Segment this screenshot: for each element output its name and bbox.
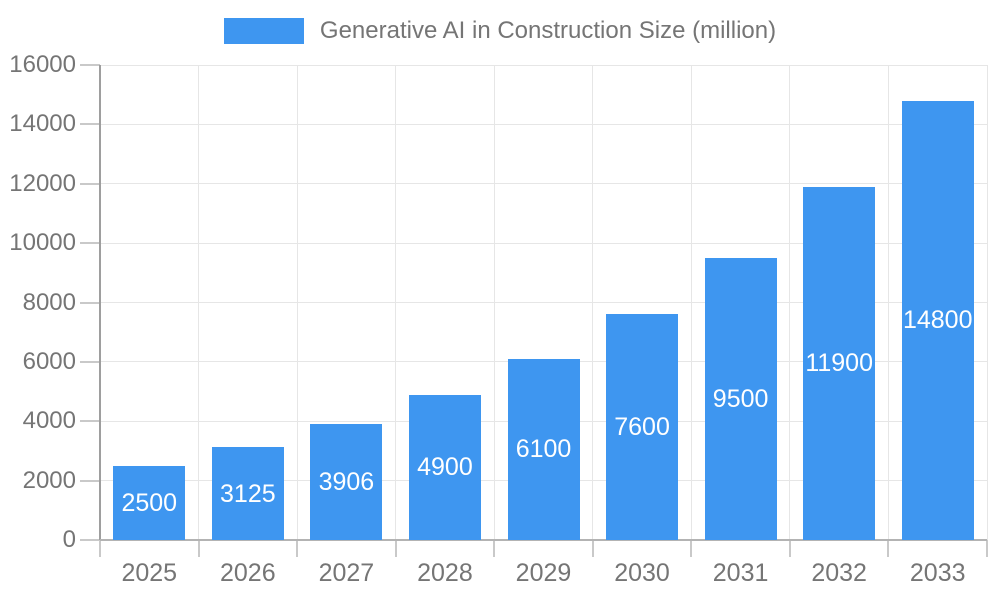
x-axis-label: 2026 xyxy=(220,559,276,587)
y-axis-label: 16000 xyxy=(9,51,76,78)
x-gridline xyxy=(789,65,791,540)
x-gridline xyxy=(198,65,200,540)
bar-2025[interactable] xyxy=(113,465,186,540)
y-axis-label: 8000 xyxy=(22,288,76,316)
legend: Generative AI in Construction Size (mill… xyxy=(0,16,1000,46)
y-axis-tick xyxy=(80,64,100,66)
x-axis-tick xyxy=(986,540,988,557)
bar-value-label: 3906 xyxy=(318,468,375,497)
x-axis-tick xyxy=(394,540,397,557)
bar-2027[interactable] xyxy=(310,424,383,540)
y-axis-tick xyxy=(80,420,100,423)
y-axis-label: 0 xyxy=(62,526,76,553)
x-axis-tick xyxy=(591,540,594,557)
x-axis-tick xyxy=(690,540,693,557)
y-axis-tick xyxy=(80,123,100,126)
x-axis-label: 2033 xyxy=(909,559,966,587)
bar-2032[interactable] xyxy=(803,186,876,540)
x-gridline xyxy=(493,65,495,540)
y-axis-label: 6000 xyxy=(22,347,76,375)
y-gridline xyxy=(100,183,987,185)
y-axis-tick xyxy=(80,242,100,245)
bar-2029[interactable] xyxy=(507,358,580,540)
x-axis-tick xyxy=(887,540,890,557)
y-axis-label: 4000 xyxy=(22,407,76,435)
y-axis-label: 14000 xyxy=(9,110,76,138)
x-gridline xyxy=(592,65,594,540)
x-axis-tick xyxy=(197,540,200,557)
x-gridline xyxy=(986,65,988,540)
bar-value-label: 14800 xyxy=(902,306,973,335)
bar-2033[interactable] xyxy=(901,100,974,540)
y-axis-tick xyxy=(80,479,100,482)
x-axis-tick xyxy=(788,540,791,557)
x-axis-tick xyxy=(296,540,299,557)
y-gridline xyxy=(100,242,987,244)
bar-value-label: 7600 xyxy=(614,413,670,442)
x-axis-label: 2028 xyxy=(417,559,473,587)
bar-value-label: 3125 xyxy=(220,479,276,508)
bar-2030[interactable] xyxy=(606,314,679,540)
y-gridline xyxy=(100,302,987,303)
x-axis-label: 2029 xyxy=(515,559,572,587)
x-axis-label: 2031 xyxy=(712,559,769,587)
x-axis-tick xyxy=(493,540,496,557)
bar-value-label: 9500 xyxy=(712,384,769,413)
y-axis-tick xyxy=(80,360,100,363)
x-axis-label: 2027 xyxy=(318,559,375,587)
y-axis-label: 10000 xyxy=(9,229,76,257)
x-gridline xyxy=(296,65,298,540)
y-axis-tick xyxy=(80,539,100,541)
x-gridline xyxy=(887,65,889,540)
y-axis-tick xyxy=(80,182,100,185)
bar-2028[interactable] xyxy=(408,394,481,540)
bar-2026[interactable] xyxy=(211,447,284,540)
y-axis-tick xyxy=(80,301,100,304)
x-axis-label: 2030 xyxy=(614,559,670,587)
bar-value-label: 4900 xyxy=(417,453,473,482)
x-gridline xyxy=(395,65,397,540)
bar-value-label: 6100 xyxy=(515,435,572,464)
y-axis-label: 12000 xyxy=(9,169,76,197)
bar-2031[interactable] xyxy=(704,257,777,540)
x-gridline xyxy=(690,65,692,540)
legend-swatch xyxy=(223,18,304,44)
bar-value-label: 2500 xyxy=(121,488,178,517)
bar-value-label: 11900 xyxy=(805,349,873,378)
x-axis-line xyxy=(100,539,987,541)
x-axis-label: 2025 xyxy=(121,559,178,587)
y-gridline xyxy=(100,64,987,66)
legend-label: Generative AI in Construction Size (mill… xyxy=(319,17,777,44)
x-axis-label: 2032 xyxy=(811,559,867,587)
y-axis-label: 2000 xyxy=(22,466,76,494)
x-axis-tick xyxy=(99,540,101,557)
y-axis-line xyxy=(99,65,101,540)
y-gridline xyxy=(100,123,987,125)
